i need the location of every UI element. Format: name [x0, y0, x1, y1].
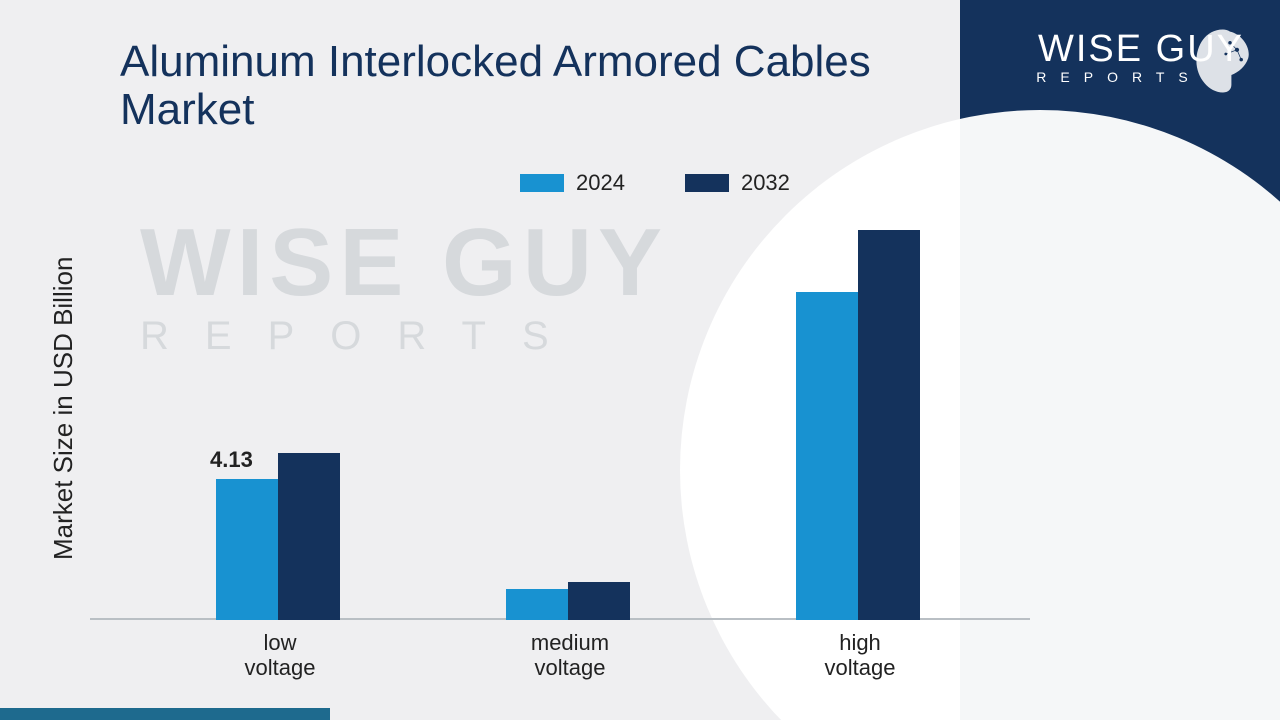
value-label-low-2024: 4.13 — [210, 447, 253, 473]
legend-chip-2024 — [520, 174, 564, 192]
legend-chip-2032 — [685, 174, 729, 192]
legend-item-2032: 2032 — [685, 170, 790, 196]
legend-label-2024: 2024 — [576, 170, 625, 196]
bar-medium-2024 — [506, 589, 568, 620]
x-tick-high: high voltage — [770, 630, 950, 681]
brand-main: WISE GUY — [994, 28, 1244, 71]
brand-logo: WISE GUY REPORTS — [994, 28, 1244, 85]
legend: 2024 2032 — [520, 170, 790, 196]
chart-title: Aluminum Interlocked Armored Cables Mark… — [120, 38, 920, 135]
brand-sub: REPORTS — [994, 69, 1244, 85]
bar-low-2032 — [278, 453, 340, 620]
x-tick-medium: medium voltage — [480, 630, 660, 681]
plot-area: 4.13 low voltage medium voltage high vol… — [150, 210, 970, 620]
bottom-accent-bar — [0, 708, 330, 720]
bar-medium-2032 — [568, 582, 630, 620]
bar-high-2032 — [858, 230, 920, 620]
bar-high-2024 — [796, 292, 858, 620]
legend-label-2032: 2032 — [741, 170, 790, 196]
bar-low-2024 — [216, 479, 278, 620]
chart-canvas: WISE GUY REPORTS Aluminum Interlocked Ar… — [0, 0, 1280, 720]
legend-item-2024: 2024 — [520, 170, 625, 196]
y-axis-label: Market Size in USD Billion — [48, 257, 79, 560]
x-tick-low: low voltage — [190, 630, 370, 681]
